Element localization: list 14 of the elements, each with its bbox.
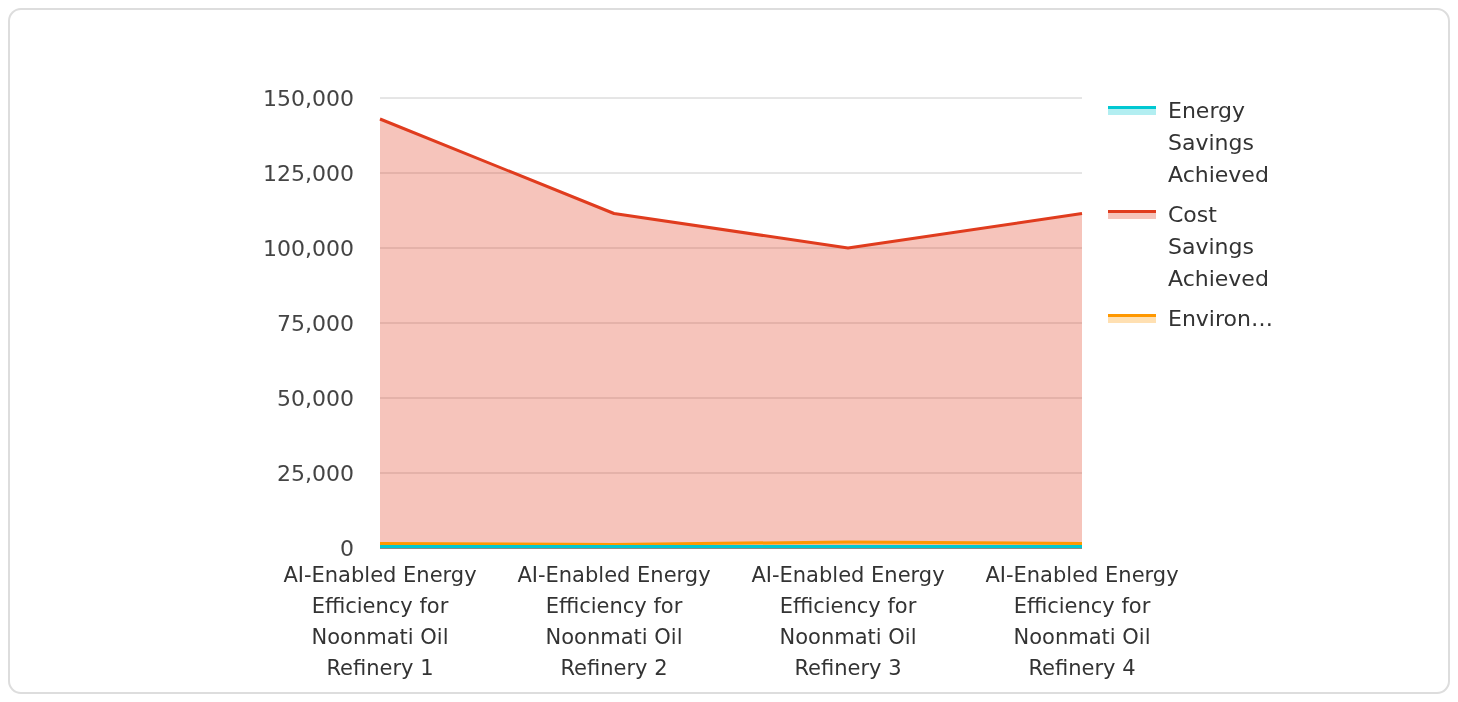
- x-tick-label: AI-Enabled Energy Efficiency for Noonmati Oil Refinery 3: [751, 563, 945, 680]
- legend-label: Environ…: [1168, 306, 1273, 331]
- y-tick-label: 150,000: [263, 85, 354, 111]
- y-tick-label: 100,000: [263, 235, 354, 261]
- x-tick-label: AI-Enabled Energy Efficiency for Noonmati Oil Refinery 4: [985, 563, 1179, 680]
- x-tick-label: AI-Enabled Energy Efficiency for Noonmati Oil Refinery 1: [283, 563, 477, 680]
- y-tick-label: 0: [340, 535, 354, 561]
- legend-label: Cost Savings Achieved: [1168, 202, 1269, 291]
- y-tick-label: 75,000: [277, 310, 354, 336]
- legend-label: Energy Savings Achieved: [1168, 98, 1269, 187]
- y-tick-label: 50,000: [277, 385, 354, 411]
- y-tick-label: 125,000: [263, 160, 354, 186]
- y-tick-label: 25,000: [277, 460, 354, 486]
- x-tick-label: AI-Enabled Energy Efficiency for Noonmati Oil Refinery 2: [517, 563, 711, 680]
